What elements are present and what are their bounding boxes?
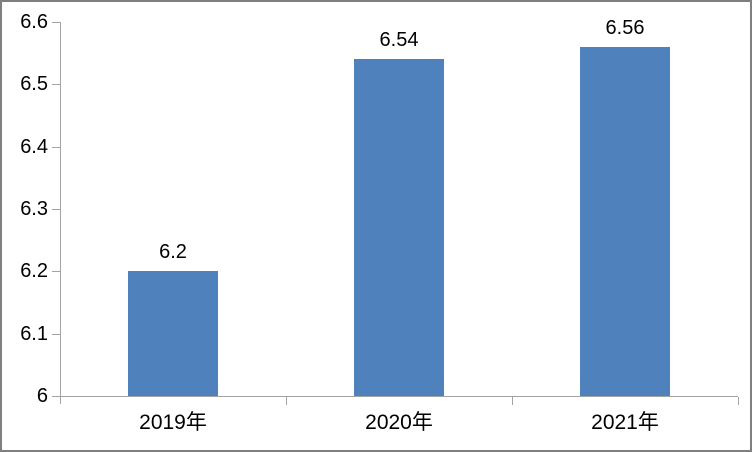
y-tick-mark [52,334,60,335]
y-tick-label: 6.6 [20,11,48,33]
y-tick-mark [52,22,60,23]
y-tick-mark [52,396,60,397]
y-axis [60,22,61,404]
y-tick-label: 6.3 [20,198,48,220]
x-category-label: 2020年 [365,411,433,434]
bar [354,59,444,396]
bar-value-label: 6.2 [159,241,187,263]
y-tick-mark [52,84,60,85]
x-category-label: 2019年 [139,411,207,434]
bar-value-label: 6.54 [379,29,419,51]
bar-value-label: 6.56 [605,17,645,39]
y-tick-label: 6 [36,385,48,407]
y-tick-label: 6.4 [20,136,48,158]
x-tick-mark [286,397,287,405]
x-axis [60,396,738,397]
x-category-label: 2021年 [591,411,659,434]
x-tick-mark [738,397,739,405]
y-tick-mark [52,209,60,210]
y-tick-label: 6.2 [20,260,48,282]
x-tick-mark [512,397,513,405]
y-tick-mark [52,147,60,148]
y-tick-label: 6.1 [20,323,48,345]
y-tick-label: 6.5 [20,73,48,95]
bar [128,271,218,396]
bar [580,47,670,396]
y-tick-mark [52,271,60,272]
